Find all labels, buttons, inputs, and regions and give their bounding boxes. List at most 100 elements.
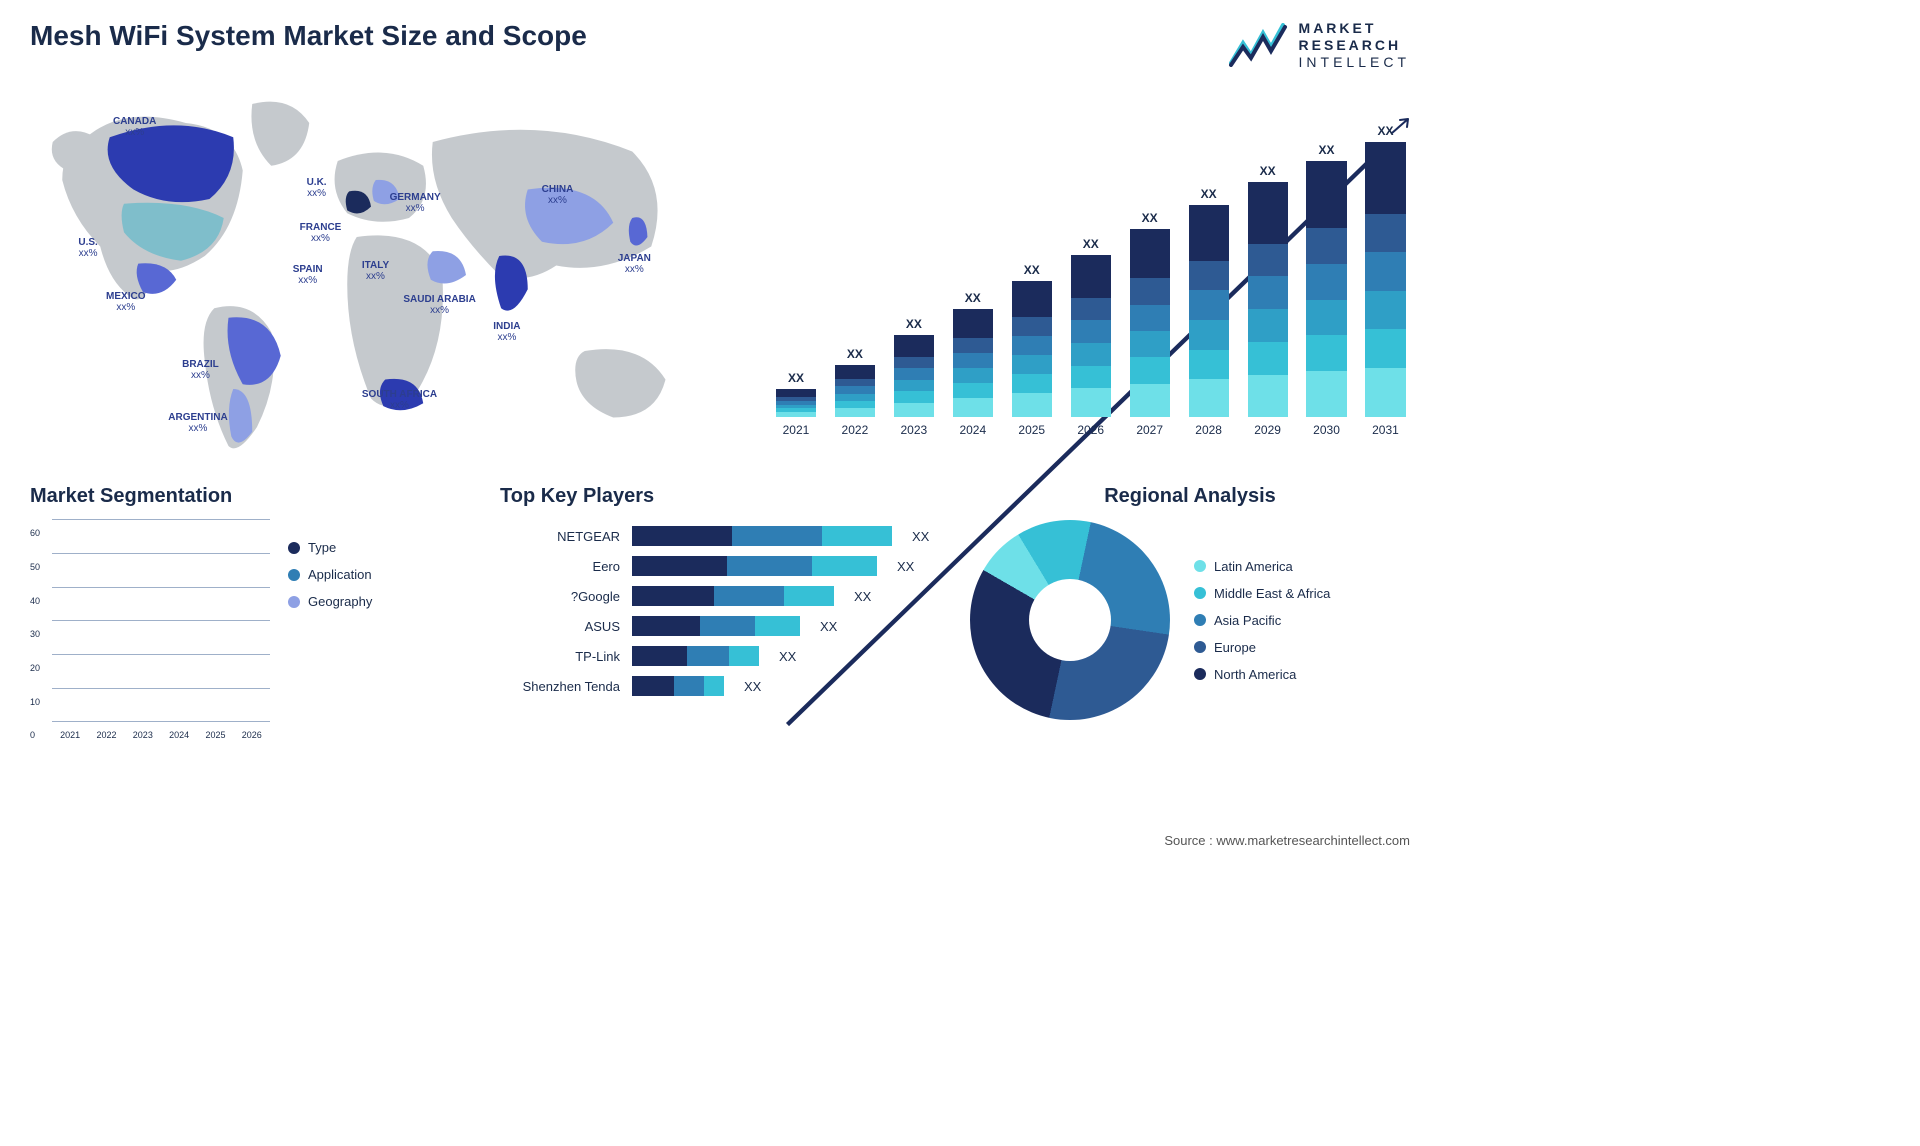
logo-line3: INTELLECT xyxy=(1299,54,1410,71)
key-player-row: Eero XX xyxy=(500,556,940,576)
bar-value-label: XX xyxy=(1201,187,1217,201)
forecast-bar: XX 2031 xyxy=(1361,124,1410,437)
logo-icon xyxy=(1229,23,1289,67)
bar-value-label: XX xyxy=(906,317,922,331)
bar-value-label: XX xyxy=(847,347,863,361)
seg-ylabel: 60 xyxy=(30,528,40,538)
bar-value-label: XX xyxy=(788,371,804,385)
segmentation-chart: 202120222023202420252026 0 10 20 30 40 50 60 xyxy=(30,520,270,740)
legend-item: North America xyxy=(1194,667,1330,682)
bar-year-label: 2026 xyxy=(1077,423,1104,437)
legend-item: Asia Pacific xyxy=(1194,613,1330,628)
map-label: U.S.xx% xyxy=(78,237,97,259)
key-player-name: Shenzhen Tenda xyxy=(500,679,620,694)
bar-value-label: XX xyxy=(1377,124,1393,138)
seg-xlabel: 2025 xyxy=(197,730,233,740)
key-player-name: TP-Link xyxy=(500,649,620,664)
key-players-panel: Top Key Players NETGEAR XX Eero XX ?Google XX… xyxy=(500,485,940,765)
map-label: INDIAxx% xyxy=(493,321,520,343)
key-player-value: XX xyxy=(912,529,929,544)
key-player-value: XX xyxy=(854,589,871,604)
map-label: FRANCExx% xyxy=(300,222,342,244)
regional-title: Regional Analysis xyxy=(970,485,1410,508)
key-players-title: Top Key Players xyxy=(500,485,940,508)
seg-xlabel: 2023 xyxy=(125,730,161,740)
regional-panel: Regional Analysis Latin America Middle Ea… xyxy=(970,485,1410,765)
map-label: GERMANYxx% xyxy=(390,192,441,214)
key-player-row: Shenzhen TendaXX xyxy=(500,676,940,696)
segmentation-title: Market Segmentation xyxy=(30,485,470,508)
key-player-value: XX xyxy=(897,559,914,574)
forecast-bar: XX 2030 xyxy=(1302,143,1351,437)
seg-xlabel: 2026 xyxy=(234,730,270,740)
seg-xlabel: 2022 xyxy=(88,730,124,740)
map-label: CHINAxx% xyxy=(542,184,574,206)
key-player-row: NETGEAR XX xyxy=(500,526,940,546)
bar-year-label: 2028 xyxy=(1195,423,1222,437)
bar-year-label: 2031 xyxy=(1372,423,1399,437)
bar-value-label: XX xyxy=(1024,263,1040,277)
bar-year-label: 2027 xyxy=(1136,423,1163,437)
legend-item: Middle East & Africa xyxy=(1194,586,1330,601)
legend-item: Europe xyxy=(1194,640,1330,655)
bar-year-label: 2024 xyxy=(959,423,986,437)
key-player-value: XX xyxy=(779,649,796,664)
bar-value-label: XX xyxy=(1142,211,1158,225)
donut-chart xyxy=(970,520,1170,720)
seg-ylabel: 10 xyxy=(30,697,40,707)
logo: MARKET RESEARCH INTELLECT xyxy=(1229,20,1410,70)
bar-year-label: 2021 xyxy=(783,423,810,437)
forecast-bar: XX 2023 xyxy=(889,317,938,437)
forecast-bar: XX 2026 xyxy=(1066,237,1115,437)
bar-value-label: XX xyxy=(1083,237,1099,251)
forecast-bar: XX 2024 xyxy=(948,291,997,437)
logo-line2: RESEARCH xyxy=(1299,37,1410,54)
segmentation-legend: Type Application Geography xyxy=(288,540,372,609)
map-label: MEXICOxx% xyxy=(106,291,145,313)
seg-ylabel: 40 xyxy=(30,596,40,606)
forecast-bar: XX 2027 xyxy=(1125,211,1174,437)
key-player-name: ?Google xyxy=(500,589,620,604)
map-label: SAUDI ARABIAxx% xyxy=(403,294,475,316)
forecast-bar: XX 2025 xyxy=(1007,263,1056,437)
seg-ylabel: 50 xyxy=(30,562,40,572)
donut-legend: Latin America Middle East & Africa Asia Pa… xyxy=(1194,559,1330,682)
key-player-row: TP-Link XX xyxy=(500,646,940,666)
logo-line1: MARKET xyxy=(1299,20,1410,37)
map-label: CANADAxx% xyxy=(113,116,156,138)
bar-year-label: 2025 xyxy=(1018,423,1045,437)
legend-item: Latin America xyxy=(1194,559,1330,574)
legend-item: Application xyxy=(288,567,372,582)
key-player-name: NETGEAR xyxy=(500,529,620,544)
key-player-row: ASUS XX xyxy=(500,616,940,636)
seg-ylabel: 0 xyxy=(30,730,35,740)
seg-ylabel: 20 xyxy=(30,663,40,673)
bar-value-label: XX xyxy=(965,291,981,305)
seg-ylabel: 30 xyxy=(30,629,40,639)
bar-year-label: 2030 xyxy=(1313,423,1340,437)
key-players-chart: NETGEAR XX Eero XX ?Google XX ASUS XX TP-Link XX S… xyxy=(500,520,940,696)
map-label: ITALYxx% xyxy=(362,260,389,282)
legend-item: Type xyxy=(288,540,372,555)
forecast-bar: XX 2028 xyxy=(1184,187,1233,437)
map-label: SPAINxx% xyxy=(293,264,323,286)
bar-year-label: 2023 xyxy=(901,423,928,437)
bar-year-label: 2022 xyxy=(842,423,869,437)
map-label: JAPANxx% xyxy=(618,253,651,275)
key-player-name: Eero xyxy=(500,559,620,574)
page-title: Mesh WiFi System Market Size and Scope xyxy=(30,20,587,52)
key-player-value: XX xyxy=(820,619,837,634)
forecast-bar: XX2029 xyxy=(1243,164,1292,437)
key-player-name: ASUS xyxy=(500,619,620,634)
world-map: CANADAxx%U.S.xx%MEXICOxx%BRAZILxx%ARGENT… xyxy=(30,85,721,465)
seg-xlabel: 2021 xyxy=(52,730,88,740)
map-label: SOUTH AFRICAxx% xyxy=(362,389,437,411)
legend-item: Geography xyxy=(288,594,372,609)
forecast-bar: XX 2021 xyxy=(771,371,820,437)
forecast-chart: XX2021XX2022XX2023XX2024XX2025XX2026XX20… xyxy=(751,85,1410,465)
key-player-row: ?Google XX xyxy=(500,586,940,606)
segmentation-panel: Market Segmentation 20212022202320242025… xyxy=(30,485,470,765)
bar-value-label: XX xyxy=(1319,143,1335,157)
map-label: ARGENTINAxx% xyxy=(168,412,227,434)
seg-xlabel: 2024 xyxy=(161,730,197,740)
